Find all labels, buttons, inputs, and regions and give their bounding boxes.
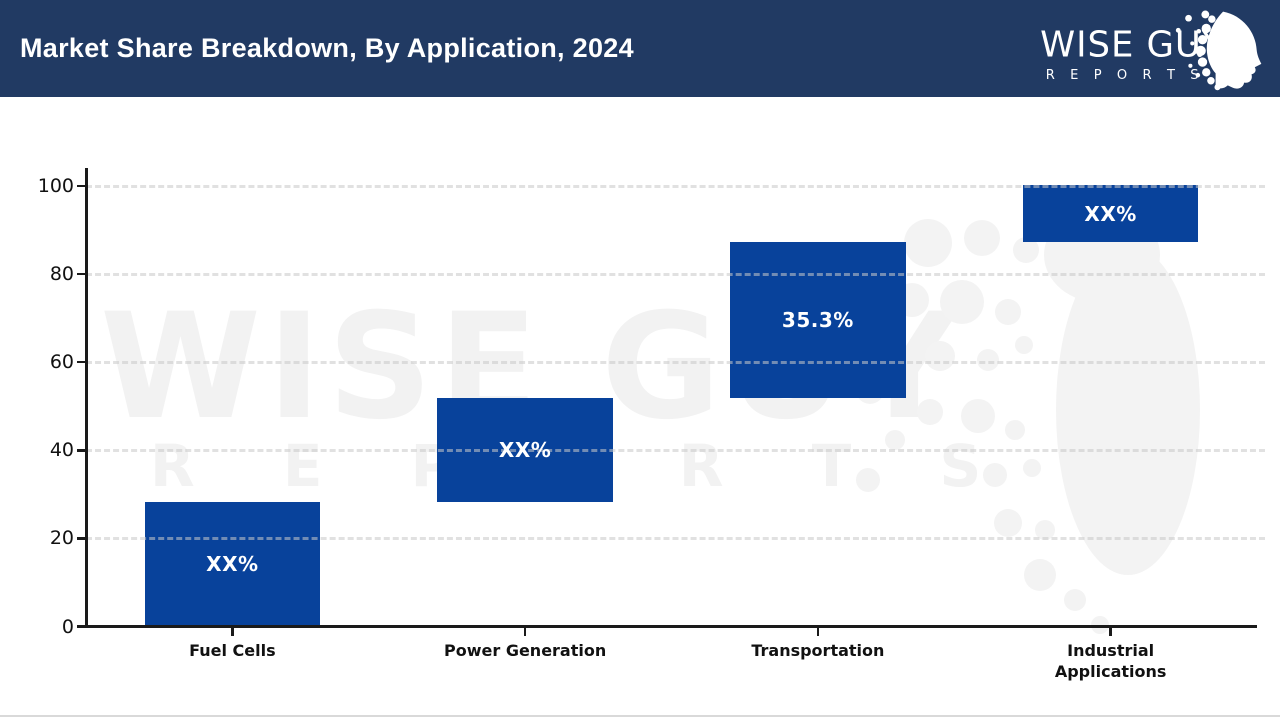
y-tick-label: 0 xyxy=(61,615,74,638)
gridline xyxy=(86,184,1265,188)
y-tick-label: 100 xyxy=(37,175,74,197)
y-axis-spine xyxy=(85,168,88,628)
x-tick-label: Fuel Cells xyxy=(189,640,276,660)
gridline xyxy=(86,536,1265,540)
gridline xyxy=(86,360,1265,364)
bar: XX% xyxy=(1022,185,1199,243)
y-tick-label: 60 xyxy=(49,351,74,374)
bottom-rule xyxy=(0,715,1280,717)
x-axis-spine xyxy=(85,625,1257,628)
gridline xyxy=(86,448,1265,452)
y-tick-label: 40 xyxy=(49,439,74,462)
y-tick xyxy=(77,272,86,276)
header: Market Share Breakdown, By Application, … xyxy=(0,0,1280,97)
y-tick xyxy=(77,360,86,364)
y-tick xyxy=(77,184,86,188)
y-tick xyxy=(77,625,86,628)
logo-reports: R E P O R T S xyxy=(1046,67,1204,82)
x-tick xyxy=(1109,628,1112,636)
bar-value-label: XX% xyxy=(1084,201,1137,226)
page-title: Market Share Breakdown, By Application, … xyxy=(20,33,634,63)
bar-value-label: XX% xyxy=(206,552,259,577)
logo-dots-icon xyxy=(1175,10,1210,77)
wiseguy-logo: WISE GUY R E P O R T S xyxy=(1040,10,1262,90)
bar-value-label: 35.3% xyxy=(781,308,854,333)
y-tick xyxy=(77,449,86,452)
gridline xyxy=(86,272,1265,276)
x-tick-label: Power Generation xyxy=(444,640,607,660)
x-tick-label: Industrial Applications xyxy=(1054,640,1167,681)
y-tick-label: 20 xyxy=(49,527,74,550)
bar: 35.3% xyxy=(730,242,906,398)
bar: XX% xyxy=(144,502,321,627)
bar-value-label: XX% xyxy=(498,438,552,463)
x-tick xyxy=(816,628,820,636)
y-tick xyxy=(77,537,86,540)
x-tick xyxy=(523,628,527,636)
y-tick-label: 80 xyxy=(49,263,74,286)
x-tick-label: Transportation xyxy=(751,640,885,660)
x-tick xyxy=(231,628,234,636)
logo-face-icon xyxy=(1195,11,1262,90)
